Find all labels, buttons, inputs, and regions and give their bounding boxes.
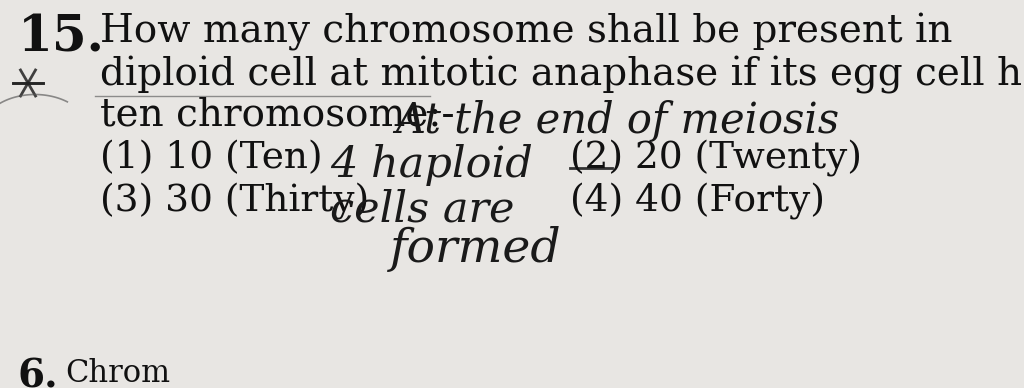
Text: (1) 10 (Ten): (1) 10 (Ten)	[100, 140, 323, 176]
Text: (3) 30 (Thirty): (3) 30 (Thirty)	[100, 183, 370, 220]
Text: (2) 20 (Twenty): (2) 20 (Twenty)	[570, 140, 862, 177]
Text: ten chromosome:-: ten chromosome:-	[100, 96, 455, 133]
Text: 4 haploid: 4 haploid	[330, 144, 532, 186]
Text: At the end of meiosis: At the end of meiosis	[395, 100, 839, 142]
Text: Chrom: Chrom	[65, 358, 170, 388]
Text: How many chromosome shall be present in: How many chromosome shall be present in	[100, 13, 952, 51]
Text: cells are: cells are	[330, 188, 514, 230]
Text: diploid cell at mitotic anaphase if its egg cell h: diploid cell at mitotic anaphase if its …	[100, 56, 1022, 94]
Text: 6.: 6.	[18, 358, 58, 388]
Text: formed: formed	[390, 226, 561, 272]
Text: (4) 40 (Forty): (4) 40 (Forty)	[570, 183, 825, 220]
Text: 15.: 15.	[18, 13, 104, 62]
